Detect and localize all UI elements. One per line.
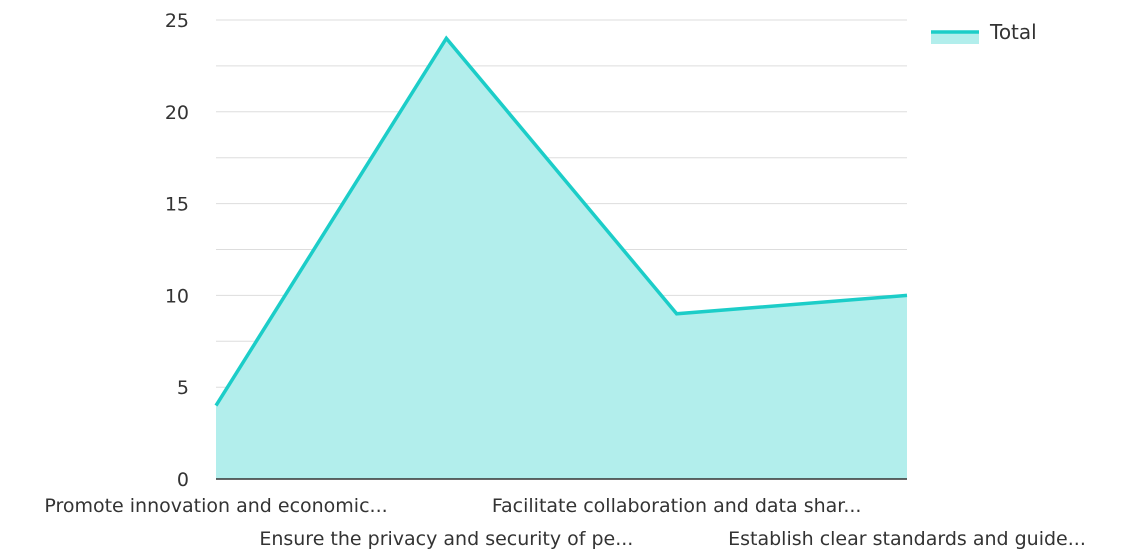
legend-label-total: Total [989,20,1037,44]
series-total-line [214,35,908,407]
y-tick-label: 25 [165,10,189,32]
y-tick-label: 20 [165,102,189,124]
series-total-area [216,38,907,480]
x-category-label: Promote innovation and economic... [44,495,387,517]
y-tick-label: 10 [165,285,189,307]
x-axis-category-labels: Promote innovation and economic... Ensure… [44,495,1086,549]
x-category-label: Establish clear standards and guide... [728,528,1086,549]
legend-swatch-total-fill [931,32,979,44]
y-tick-label: 15 [165,194,189,216]
x-category-label: Ensure the privacy and security of pe... [259,528,633,549]
y-tick-label: 0 [177,469,189,491]
x-category-label: Facilitate collaboration and data shar..… [492,495,862,517]
y-axis-tick-labels: 0 5 10 15 20 25 [165,10,189,491]
legend: Total [931,20,1037,44]
y-tick-label: 5 [177,377,189,399]
